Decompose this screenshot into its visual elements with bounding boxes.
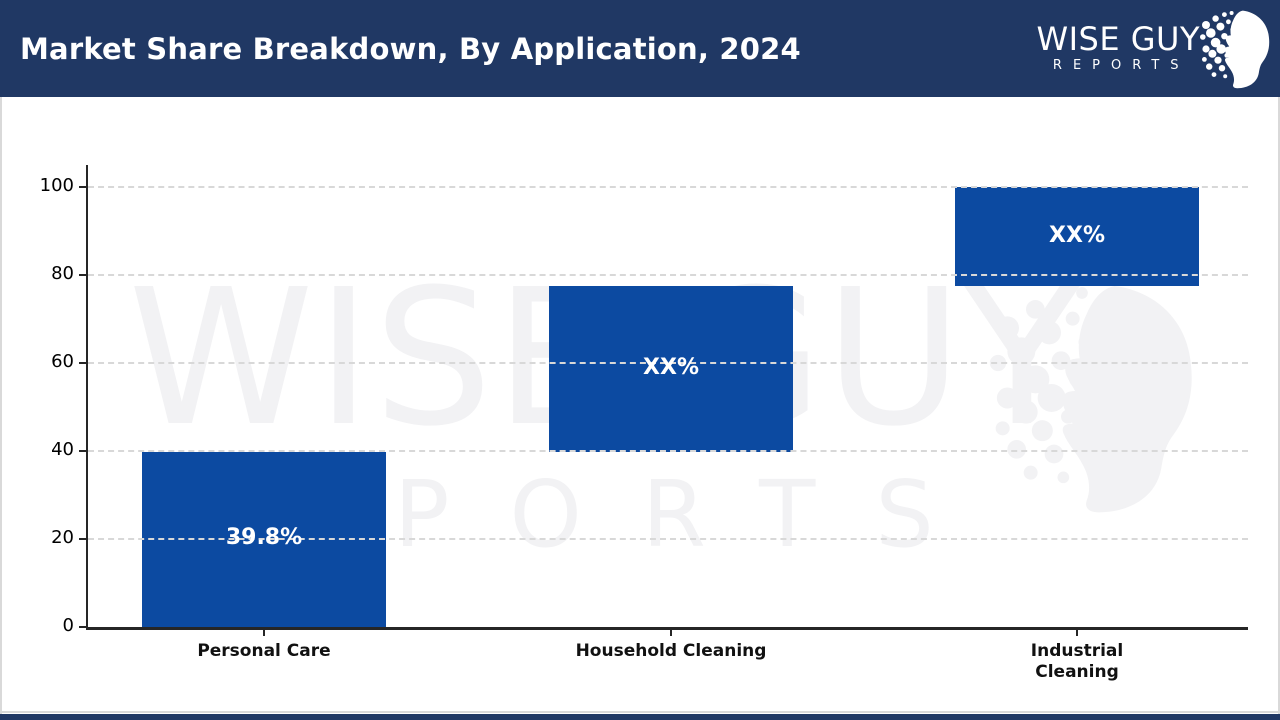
y-axis-tick	[79, 274, 88, 276]
chart-area: WISE GUY REPORTS 39.8% XX% XX% 0 20 40 60 80 100…	[0, 97, 1280, 714]
y-axis-tick-label: 0	[62, 615, 74, 636]
x-axis-line	[86, 627, 1248, 630]
gridline-100	[88, 186, 1248, 188]
x-axis-category-label: Personal Care	[197, 641, 331, 661]
y-axis-tick-label: 20	[51, 527, 74, 548]
frame-border-bottom	[0, 711, 1280, 713]
x-axis-tick	[1076, 630, 1078, 636]
y-axis-tick-label: 100	[39, 175, 74, 196]
page-title: Market Share Breakdown, By Application, …	[20, 31, 801, 66]
x-axis-tick	[263, 630, 265, 636]
gridline-40	[88, 450, 1248, 452]
y-axis-line	[86, 165, 88, 629]
y-axis-tick-label: 80	[51, 263, 74, 284]
x-axis-category-label: Industrial Cleaning	[1030, 641, 1124, 682]
gridline-60	[88, 362, 1248, 364]
gridline-20	[88, 538, 1248, 540]
y-axis-tick	[79, 186, 88, 188]
frame-border-right	[1278, 97, 1280, 714]
bar-value-label: 39.8%	[225, 525, 303, 551]
wiseguy-face-icon	[1198, 8, 1270, 90]
bar-household-cleaning	[549, 286, 793, 452]
x-axis-category-label: Household Cleaning	[575, 641, 767, 661]
header: Market Share Breakdown, By Application, …	[0, 0, 1280, 97]
y-axis-tick	[79, 362, 88, 364]
bar-value-label: XX%	[643, 355, 699, 381]
logo-wordmark: WISE GUY	[1036, 20, 1200, 58]
logo-subtitle: REPORTS	[1052, 58, 1190, 73]
y-axis-tick	[79, 538, 88, 540]
y-axis-tick	[79, 626, 88, 628]
y-axis-tick-label: 40	[51, 439, 74, 460]
x-axis-tick	[670, 630, 672, 636]
logo-text: WISE GUY REPORTS	[1036, 22, 1200, 73]
frame-border-left	[0, 97, 2, 714]
footer-bar	[0, 714, 1280, 720]
wiseguy-logo: WISE GUY REPORTS	[1022, 4, 1272, 94]
bar-value-label: XX%	[1049, 222, 1105, 248]
watermark-face-icon	[984, 243, 1194, 553]
bar-industrial-cleaning	[955, 187, 1199, 287]
gridline-80	[88, 274, 1248, 276]
y-axis-tick	[79, 450, 88, 452]
y-axis-tick-label: 60	[51, 351, 74, 372]
